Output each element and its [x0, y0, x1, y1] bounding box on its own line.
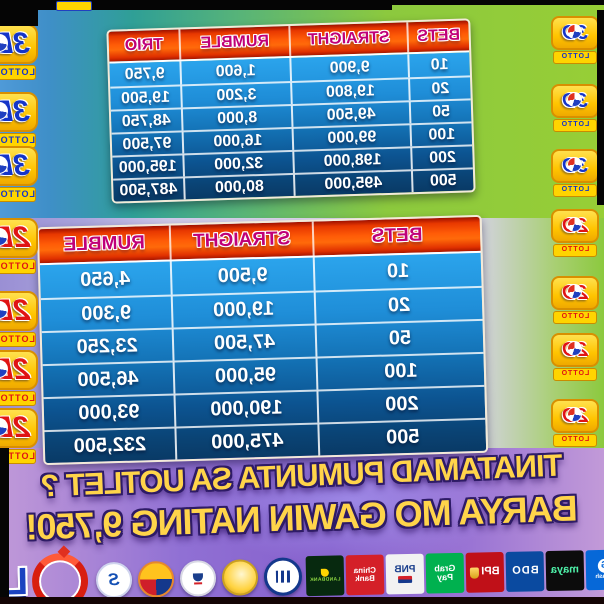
cell: 500 — [412, 167, 474, 193]
column-header: RUMBLE — [38, 225, 172, 264]
badge-3d-lotto-large: 3DLOTTO — [0, 92, 38, 148]
cell: 232,500 — [44, 426, 178, 464]
pcso-swirl-icon — [567, 92, 582, 107]
column-header: STRAIGHT — [170, 221, 315, 260]
cell: 3,200 — [182, 80, 293, 108]
black-border-right — [597, 10, 604, 205]
badge-3d-lotto-large: 3DLOTTO — [0, 146, 38, 202]
pcso-swirl-icon — [567, 24, 582, 39]
black-border-bottom — [0, 597, 604, 604]
cell: 50 — [316, 318, 484, 357]
cell: 20 — [315, 285, 483, 324]
gcash-g-icon: G — [597, 559, 604, 574]
payout-table-2d: BETS STRAIGHT RUMBLE 10 9,500 4,650 20 19,0… — [36, 214, 489, 466]
grabpay-logo: Grab Pay — [425, 552, 465, 594]
cell: 80,000 — [185, 172, 296, 200]
cell: 1,600 — [181, 57, 293, 85]
column-header: TRIO — [108, 29, 182, 62]
pcso-swirl-icon — [567, 284, 582, 299]
column-header: BETS — [371, 224, 423, 247]
cell: 97,500 — [111, 130, 185, 156]
pcso-swirl-icon — [567, 341, 582, 356]
pcso-swirl-icon — [567, 157, 582, 172]
badge-3d-lotto: 3DLOTTO — [551, 149, 599, 197]
badge-2d-lotto: 2DLOTTO — [551, 399, 599, 447]
cell: 19,500 — [110, 84, 183, 110]
badge-2d-lotto-large: 2DLOTTO — [0, 291, 38, 347]
black-corner — [0, 10, 38, 26]
cell: 19,000 — [172, 290, 317, 328]
cut-badge-sliver — [56, 1, 92, 11]
cell: 46,500 — [42, 360, 176, 398]
gold-seal-icon — [221, 559, 259, 596]
cell: 475,000 — [176, 422, 321, 460]
cell: 8,000 — [182, 103, 294, 131]
badge-2d-lotto-large: 2DLOTTO — [0, 350, 38, 406]
black-border-top-thin — [392, 0, 604, 5]
badge-2d-lotto: 2DLOTTO — [551, 333, 599, 381]
pnb-flag-icon — [398, 576, 413, 584]
cell: 100 — [317, 351, 485, 390]
badge-2d-lotto: 2DLOTTO — [551, 276, 599, 324]
gcash-logo: G GCash — [585, 549, 604, 591]
bpi-crest-icon — [470, 567, 480, 579]
badge-2d-lotto: 2DLOTTO — [551, 209, 599, 257]
badge-3d-lotto-large: 3DLOTTO — [0, 24, 38, 80]
pcso-swirl-icon — [567, 217, 582, 232]
badge-3d-lotto: 3DLOTTO — [551, 16, 599, 64]
cell: 10 — [430, 55, 449, 74]
cell: 100 — [411, 121, 473, 147]
cell: 500 — [319, 417, 487, 456]
cell: 195,000 — [112, 153, 186, 179]
cell: 20 — [409, 75, 471, 101]
column-header: STRAIGHT — [290, 22, 410, 56]
table-2d-body: 10 9,500 4,650 20 19,000 9,300 50 47,500 23,25… — [39, 252, 487, 464]
s-seal-icon: S — [95, 561, 133, 599]
cell: 495,000 — [294, 169, 414, 196]
philippine-flag-seal-icon — [137, 560, 175, 598]
chinabank-logo: China Bank — [345, 554, 385, 596]
black-border-top — [0, 0, 392, 10]
cell: 32,000 — [184, 149, 295, 177]
payout-table-3d: BETS STRAIGHT RUMBLE TRIO 10 9,900 1,600 9,… — [106, 18, 476, 204]
bpi-logo: BPI — [465, 551, 505, 593]
cell: 9,500 — [171, 257, 316, 295]
black-border-left — [0, 448, 9, 604]
table-3d-body: 10 9,900 1,600 9,750 20 19,800 3,200 19,500 50… — [109, 52, 474, 202]
cell: 487,500 — [113, 176, 186, 202]
landbank-logo: LANDBANK — [305, 555, 345, 597]
cell: 48,750 — [110, 107, 184, 133]
pcso-swirl-icon — [567, 407, 582, 422]
badge-2d-lotto-large: 2DLOTTO — [0, 218, 38, 274]
cell: 9,750 — [109, 61, 183, 87]
bank-columns-seal-icon — [263, 557, 303, 597]
pnb-logo: PNB — [385, 553, 425, 595]
landbank-leaf-icon — [320, 568, 330, 577]
cell: 190,000 — [175, 389, 320, 427]
maya-logo: maya — [545, 550, 585, 592]
column-header: RUMBLE — [180, 25, 292, 60]
cell: 23,250 — [41, 327, 175, 365]
cell: 95,000 — [174, 356, 319, 394]
cell: 9,300 — [40, 294, 174, 332]
cell: 10 — [386, 259, 410, 283]
cell: 47,500 — [173, 323, 318, 361]
trophy-seal-icon — [179, 560, 217, 597]
bdo-logo: BDO — [505, 551, 545, 592]
cell: 200 — [412, 144, 473, 170]
cell: 4,650 — [39, 261, 173, 299]
cell: 200 — [318, 384, 486, 423]
cell: 93,000 — [43, 393, 177, 431]
cell: 16,000 — [183, 126, 295, 154]
cell: 50 — [410, 98, 472, 124]
badge-3d-lotto: 3DLOTTO — [551, 84, 599, 132]
column-header: BETS — [417, 26, 461, 45]
